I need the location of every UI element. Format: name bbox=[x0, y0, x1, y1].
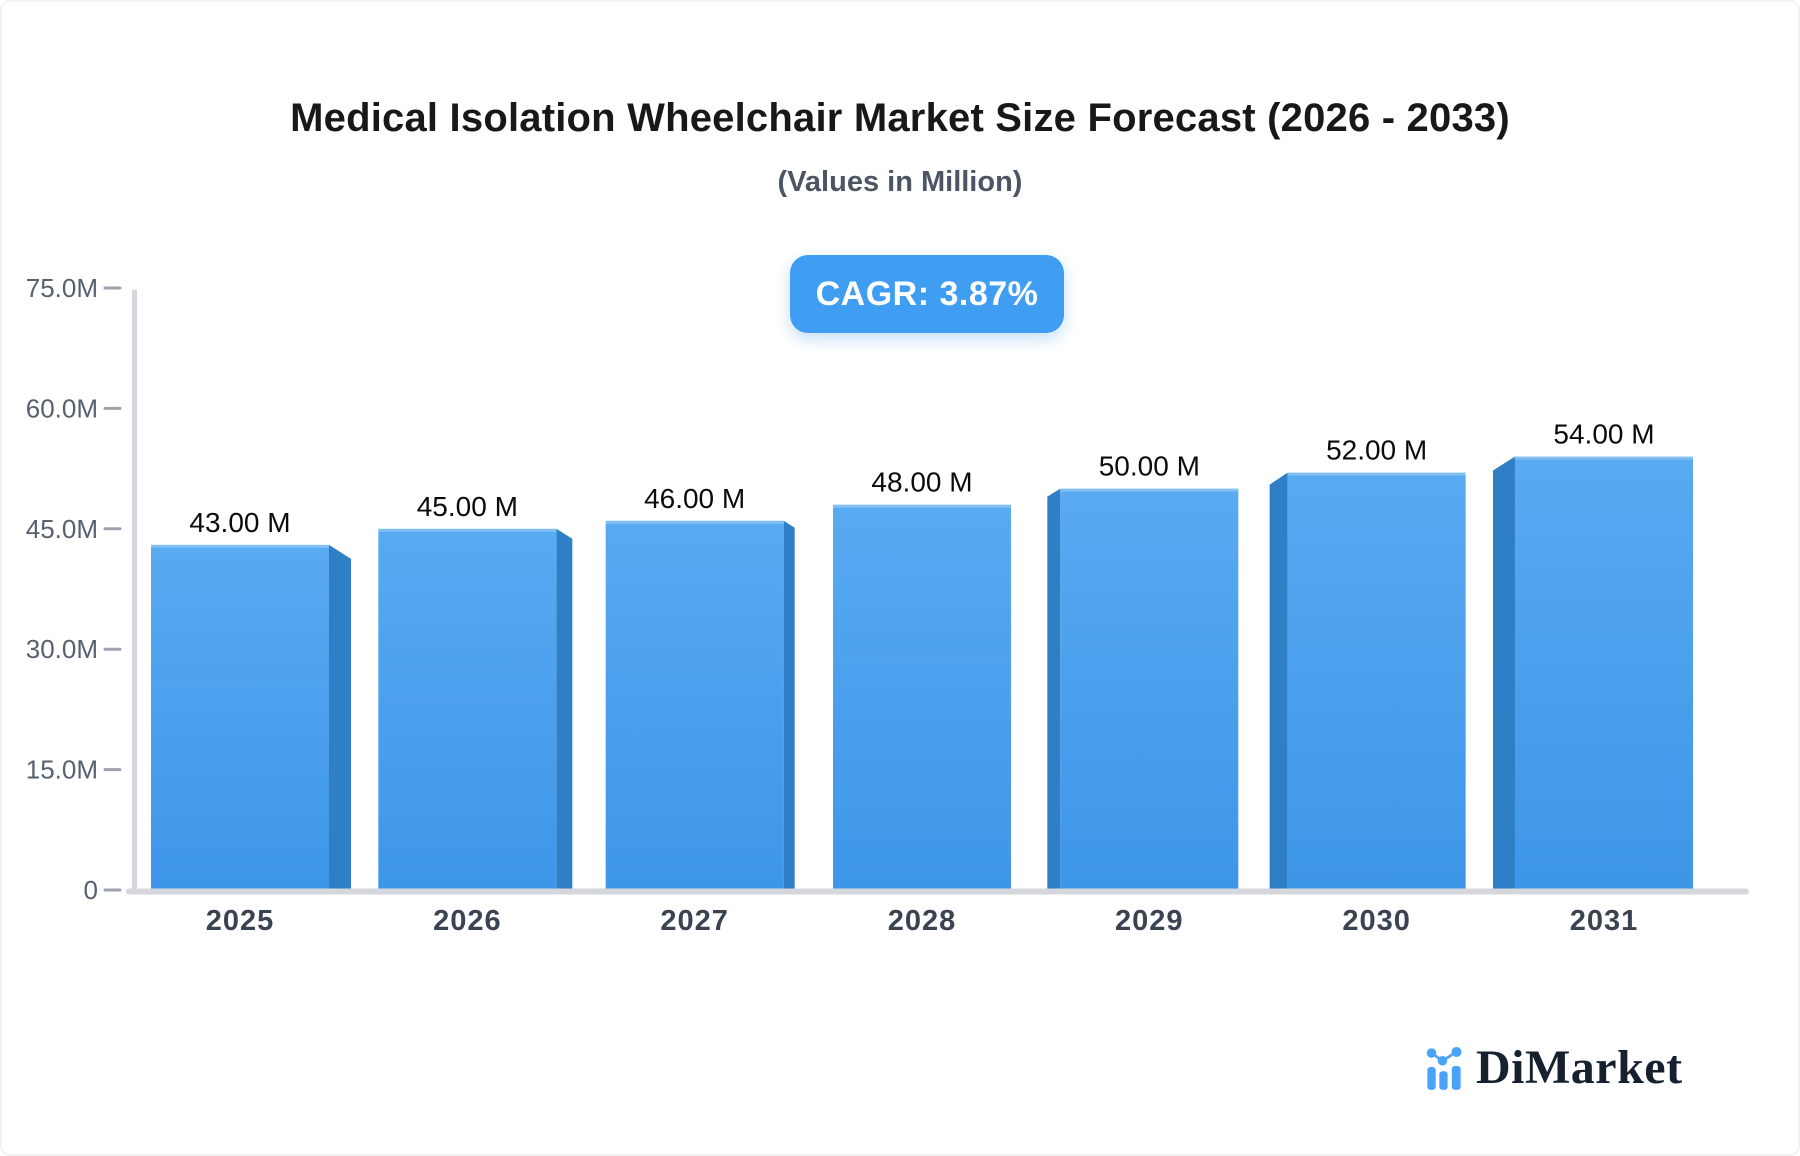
logo-icon-shapes bbox=[1426, 1046, 1462, 1090]
bar-value-label: 48.00 M bbox=[871, 467, 972, 498]
x-axis-label: 2025 bbox=[206, 905, 275, 937]
bar-main-face bbox=[832, 504, 1011, 890]
bar-line-chart-icon bbox=[1426, 1046, 1462, 1090]
bar-value-label: 52.00 M bbox=[1326, 435, 1427, 466]
bar-value-label: 54.00 M bbox=[1553, 419, 1654, 450]
x-axis-label: 2031 bbox=[1570, 905, 1639, 937]
chart-subtitle: (Values in Million) bbox=[777, 166, 1023, 198]
bar-top-highlight bbox=[832, 504, 1011, 508]
bar-group-2025 bbox=[151, 544, 351, 890]
chart-title: Medical Isolation Wheelchair Market Size… bbox=[290, 96, 1510, 140]
bar-side-face bbox=[1269, 472, 1288, 890]
dimarket-logo: DiMarket bbox=[1423, 1040, 1683, 1092]
brand-name: DiMarket bbox=[1476, 1041, 1683, 1094]
bar-group-2030 bbox=[1269, 472, 1466, 890]
x-axis-label: 2027 bbox=[660, 905, 729, 937]
bar-top-highlight bbox=[1287, 472, 1466, 476]
bar-group-2031 bbox=[1492, 456, 1693, 890]
bar-side-face bbox=[1492, 456, 1515, 890]
bar-group-2026 bbox=[378, 528, 573, 890]
bar-main-face bbox=[378, 528, 557, 890]
bar-side-face bbox=[783, 520, 795, 890]
bar-top-highlight bbox=[605, 520, 784, 524]
bar-value-label: 45.00 M bbox=[417, 491, 518, 522]
bar-top-highlight bbox=[151, 544, 329, 548]
bar-side-face bbox=[1047, 488, 1061, 890]
bar-group-2029 bbox=[1047, 488, 1239, 890]
bar-top-highlight bbox=[1514, 456, 1693, 460]
x-axis-label: 2026 bbox=[433, 905, 502, 937]
x-axis-label: 2030 bbox=[1342, 905, 1411, 937]
bar-side-face bbox=[329, 544, 351, 890]
bar-main-face bbox=[151, 544, 329, 890]
bar-main-face bbox=[1060, 488, 1239, 890]
y-axis-label: 30.0M bbox=[26, 634, 98, 664]
bar-top-highlight bbox=[378, 528, 557, 532]
bar-main-face bbox=[605, 520, 784, 890]
y-axis-label: 60.0M bbox=[26, 393, 98, 423]
bar-side-face bbox=[556, 528, 573, 890]
x-axis-label: 2028 bbox=[888, 905, 957, 937]
y-axis-label: 75.0M bbox=[26, 273, 98, 303]
bar-group-2027 bbox=[605, 520, 795, 890]
bar-top-highlight bbox=[1060, 488, 1239, 492]
y-axis-label: 0 bbox=[84, 875, 98, 905]
bar-value-label: 46.00 M bbox=[644, 483, 745, 514]
cagr-badge: CAGR: 3.87% bbox=[790, 255, 1064, 333]
x-axis-label: 2029 bbox=[1115, 905, 1184, 937]
bar-value-label: 43.00 M bbox=[189, 507, 290, 538]
bar-group-2028 bbox=[832, 504, 1011, 890]
y-axis-label: 45.0M bbox=[26, 514, 98, 544]
bar-main-face bbox=[1514, 456, 1693, 890]
y-axis-label: 15.0M bbox=[26, 755, 98, 785]
bar-main-face bbox=[1287, 472, 1466, 890]
bar-value-label: 50.00 M bbox=[1099, 451, 1200, 482]
